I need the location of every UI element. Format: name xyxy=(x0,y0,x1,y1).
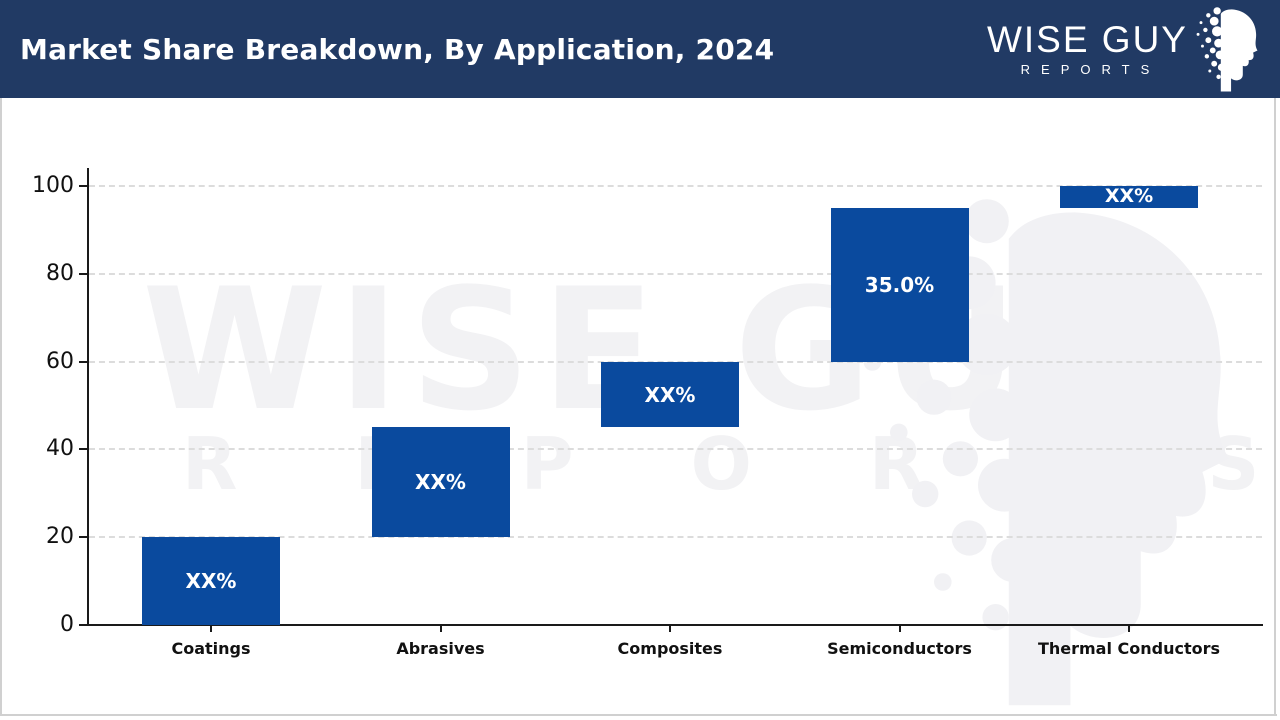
bar-value-label: XX% xyxy=(185,569,237,594)
logo-subtitle: REPORTS xyxy=(1020,62,1161,77)
header-banner: Market Share Breakdown, By Application, … xyxy=(0,0,1280,98)
category-label-3: Semiconductors xyxy=(827,639,972,658)
gridline-80 xyxy=(89,272,1262,275)
logo-wordmark: WISE GUY xyxy=(986,19,1188,60)
y-tick-label-0: 0 xyxy=(60,612,74,637)
gridline-40 xyxy=(89,448,1262,451)
y-tick-label-80: 80 xyxy=(46,260,74,286)
y-tick-label-40: 40 xyxy=(46,436,74,462)
page-title: Market Share Breakdown, By Application, … xyxy=(20,32,775,66)
x-axis xyxy=(87,624,1263,626)
bar-abrasives: XX% xyxy=(371,427,510,538)
bar-value-label: XX% xyxy=(644,382,696,407)
bar-composites: XX% xyxy=(601,361,739,428)
category-label-1: Abrasives xyxy=(396,639,485,658)
gridline-20 xyxy=(89,536,1262,539)
category-label-2: Composites xyxy=(617,639,723,658)
y-tick-40 xyxy=(79,448,87,451)
y-tick-100 xyxy=(79,185,87,187)
x-tick-3 xyxy=(898,626,901,632)
bar-value-label: XX% xyxy=(415,470,466,495)
y-axis xyxy=(87,168,89,626)
y-tick-label-20: 20 xyxy=(46,524,74,550)
canvas-border-left xyxy=(0,98,2,716)
y-tick-label-100: 100 xyxy=(32,173,74,198)
y-tick-80 xyxy=(79,272,87,275)
y-tick-20 xyxy=(79,536,87,539)
bar-value-label: XX% xyxy=(1104,185,1154,208)
x-tick-0 xyxy=(210,626,212,632)
y-tick-label-60: 60 xyxy=(46,348,74,374)
bar-coatings: XX% xyxy=(142,537,280,625)
category-label-0: Coatings xyxy=(171,639,251,658)
canvas-border-bottom xyxy=(0,714,1277,716)
logo-text: WISE GUY REPORTS xyxy=(987,21,1188,77)
canvas-border-right xyxy=(1274,98,1276,716)
y-tick-0 xyxy=(79,624,87,626)
bar-value-label: 35.0% xyxy=(864,272,935,297)
wiseguy-logo: WISE GUY REPORTS xyxy=(987,5,1260,93)
y-tick-60 xyxy=(79,360,87,363)
bar-semiconductors: 35.0% xyxy=(830,207,969,362)
gridline-100 xyxy=(89,185,1262,187)
category-label-4: Thermal Conductors xyxy=(1037,639,1221,658)
x-tick-2 xyxy=(669,626,671,632)
bar-thermal-conductors: XX% xyxy=(1060,186,1198,208)
x-tick-4 xyxy=(1128,626,1130,632)
x-tick-1 xyxy=(439,626,442,632)
